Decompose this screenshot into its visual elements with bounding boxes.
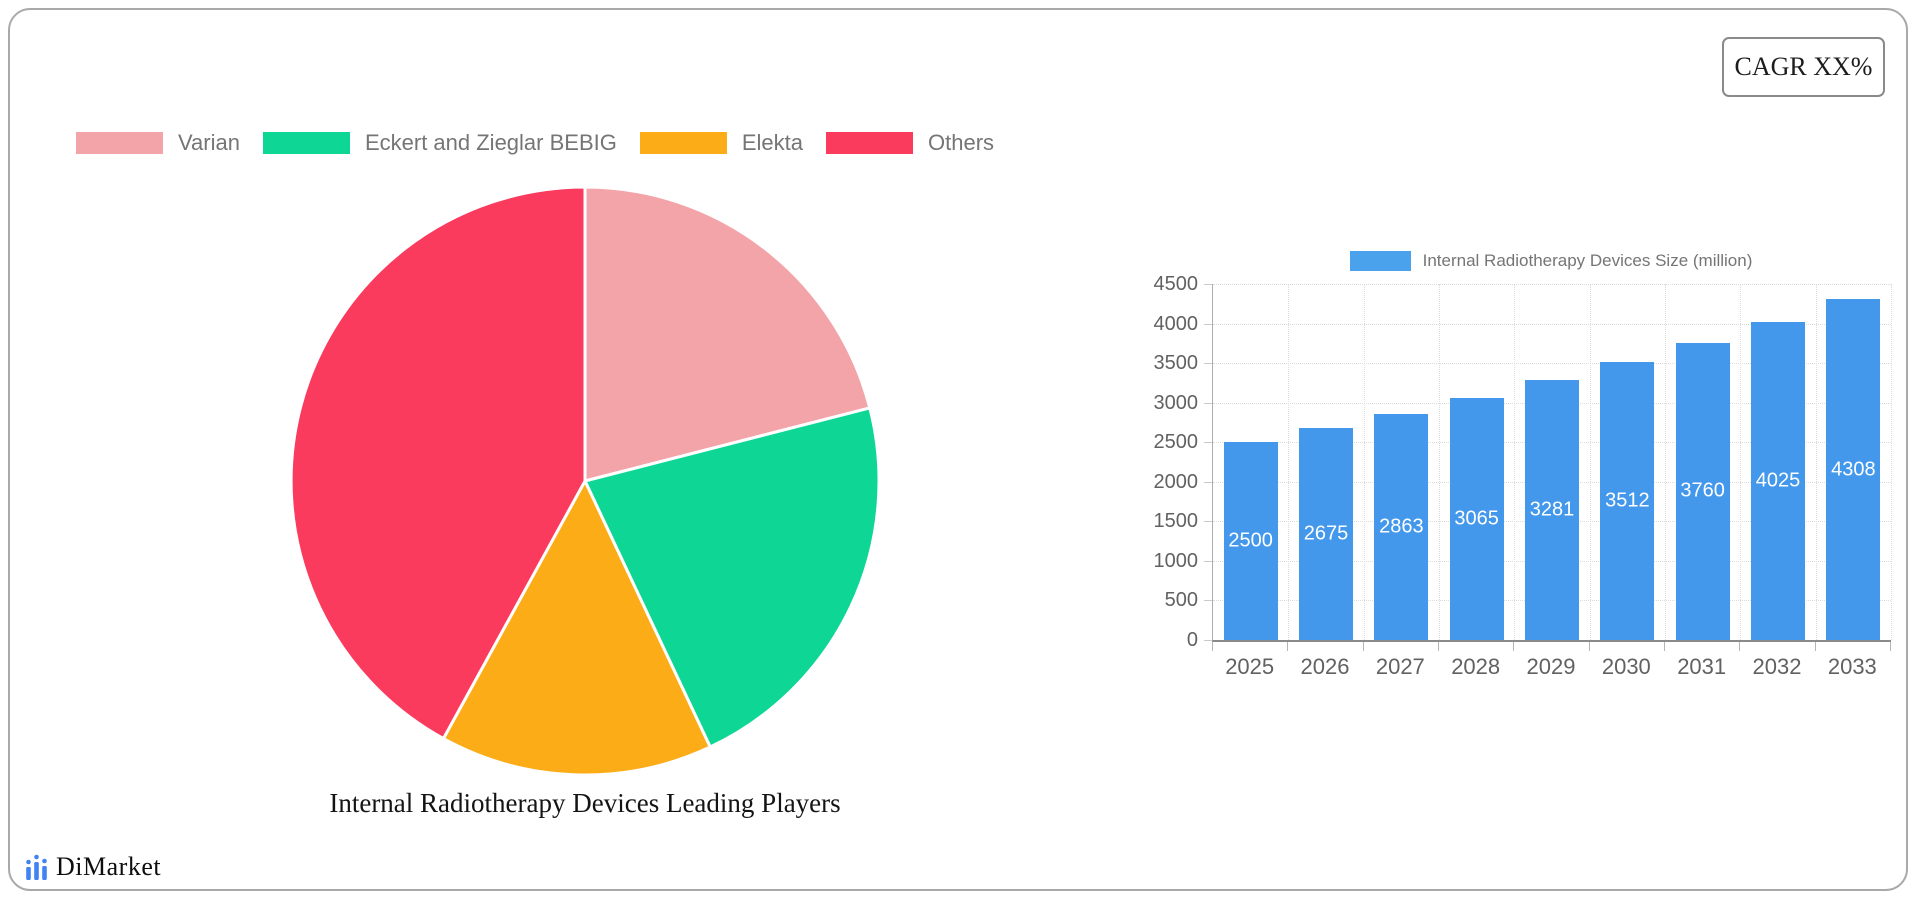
x-axis-tick-label: 2026: [1300, 654, 1350, 679]
gridline-vertical: [1439, 284, 1440, 640]
bar-value-label: 3760: [1680, 479, 1725, 502]
y-axis-tick-label: 4000: [1153, 312, 1199, 335]
pie-slice-eckert-and-zieglar-bebig[interactable]: [583, 406, 881, 749]
bar-legend-swatch: [1349, 251, 1411, 271]
pie-legend-item-eckert-and-zieglar-bebig[interactable]: Eckert and Zieglar BEBIG: [262, 130, 617, 156]
y-axis-tick-mark: [1204, 481, 1212, 483]
y-axis-tick-mark: [1204, 640, 1212, 641]
bar-legend-label: Internal Radiotherapy Devices Size (mill…: [1422, 251, 1753, 270]
pie-legend-item-varian[interactable]: Varian: [76, 130, 240, 156]
pie-legend-swatch-varian: [76, 132, 163, 154]
gridline-horizontal: [1213, 363, 1891, 365]
gridline-vertical: [1891, 284, 1892, 640]
x-axis-tick-label: 2027: [1375, 654, 1425, 679]
brand-name: DiMarket: [56, 852, 162, 881]
pie-legend-label: Eckert and Zieglar BEBIG: [364, 130, 617, 155]
pie-slice-others[interactable]: [289, 185, 587, 741]
bar-2032[interactable]: 4025: [1751, 321, 1805, 640]
x-axis-tick-mark: [1438, 642, 1439, 651]
gridline-horizontal: [1213, 323, 1891, 325]
pie-slice-varian[interactable]: [583, 185, 872, 483]
x-axis-tick-label: 2030: [1601, 654, 1651, 679]
pie-slice-elekta[interactable]: [441, 479, 712, 777]
pie-legend: Varian Eckert and Zieglar BEBIG Elekta Othe…: [76, 130, 994, 156]
x-axis-tick-label: 2025: [1225, 654, 1275, 679]
y-axis-tick-mark: [1204, 560, 1212, 562]
bar-2029[interactable]: 3281: [1525, 380, 1579, 640]
y-axis-tick-mark: [1204, 284, 1212, 285]
y-axis-tick-label: 3000: [1153, 391, 1199, 414]
bar-value-label: 3065: [1454, 507, 1499, 530]
bar-2026[interactable]: 2675: [1299, 428, 1353, 640]
x-axis-tick-mark: [1890, 642, 1891, 651]
pie-legend-item-elekta[interactable]: Elekta: [639, 130, 804, 156]
bar-2031[interactable]: 3760: [1675, 342, 1730, 640]
y-axis-tick-label: 0: [1186, 629, 1198, 651]
y-axis-tick-mark: [1204, 402, 1212, 404]
bar-chart-icon: [26, 854, 47, 880]
x-axis-tick-label: 2029: [1526, 654, 1576, 679]
pie-chart-title: Internal Radiotherapy Devices Leading Pl…: [329, 788, 841, 818]
y-axis-tick-mark: [1204, 363, 1212, 365]
y-axis-tick-mark: [1204, 521, 1212, 523]
x-axis-tick-mark: [1513, 642, 1515, 651]
y-axis-tick-label: 4500: [1153, 273, 1199, 295]
bar-2033[interactable]: 4308: [1826, 299, 1881, 640]
pie-legend-swatch-others: [826, 132, 914, 154]
gridline-vertical: [1363, 284, 1365, 640]
pie-legend-swatch-eckert-and-zieglar-bebig: [262, 132, 350, 154]
y-axis-tick-mark: [1204, 323, 1212, 325]
y-axis-tick-label: 2000: [1153, 470, 1199, 493]
bar-value-label: 4308: [1831, 458, 1876, 481]
y-axis-tick-label: 1000: [1153, 549, 1199, 572]
pie-legend-label: Others: [928, 130, 995, 155]
y-axis-tick-label: 2500: [1153, 431, 1199, 454]
bar-2025[interactable]: 2500: [1223, 442, 1278, 640]
x-axis-tick-mark: [1664, 642, 1665, 651]
brand-logo: DiMarket: [25, 852, 161, 882]
bar-value-label: 4025: [1755, 469, 1801, 492]
y-axis-tick-label: 500: [1164, 589, 1198, 612]
gridline-vertical: [1665, 284, 1666, 640]
x-axis-tick-mark: [1739, 642, 1741, 651]
x-axis-tick-mark: [1287, 642, 1289, 651]
y-axis-tick-label: 3500: [1153, 352, 1199, 375]
pie-legend-label: Elekta: [741, 130, 804, 155]
x-axis-tick-mark: [1814, 642, 1816, 651]
gridline-vertical: [1288, 284, 1290, 640]
x-axis-tick-label: 2032: [1752, 654, 1802, 679]
bar-value-label: 3281: [1529, 498, 1575, 521]
bar-value-label: 3512: [1605, 489, 1650, 512]
gridline-vertical: [1589, 284, 1591, 640]
cagr-badge: CAGR XX%: [1722, 37, 1885, 97]
y-axis-tick-label: 1500: [1153, 510, 1199, 533]
pie-chart[interactable]: [288, 184, 882, 778]
pie-legend-label: Varian: [178, 130, 240, 155]
gridline-horizontal: [1213, 284, 1891, 285]
bar-2028[interactable]: 3065: [1449, 397, 1504, 640]
y-axis-tick-mark: [1204, 600, 1212, 602]
y-axis-tick-mark: [1204, 442, 1212, 444]
bar-chart-legend[interactable]: Internal Radiotherapy Devices Size (mill…: [1212, 250, 1890, 272]
bar-2030[interactable]: 3512: [1600, 362, 1655, 640]
bar-value-label: 2863: [1379, 515, 1424, 538]
x-axis-tick-label: 2028: [1451, 654, 1501, 679]
gridline-vertical: [1740, 284, 1742, 640]
gridline-vertical: [1514, 284, 1516, 640]
x-axis-tick-mark: [1588, 642, 1590, 651]
gridline-vertical: [1815, 284, 1817, 640]
bar-2027[interactable]: 2863: [1374, 413, 1429, 640]
bar-chart-plot-area[interactable]: 2500 2675 2863 3065 3281 3512 3760 4025 4308: [1212, 284, 1892, 642]
bar-value-label: 2675: [1303, 522, 1349, 545]
x-axis-tick-label: 2033: [1827, 654, 1877, 679]
pie-legend-swatch-elekta: [639, 132, 727, 154]
pie-legend-item-others[interactable]: Others: [826, 130, 994, 156]
bar-value-label: 2500: [1228, 529, 1273, 552]
x-axis-tick-label: 2031: [1677, 654, 1727, 679]
cagr-badge-label: CAGR XX%: [1734, 52, 1873, 81]
x-axis-tick-mark: [1362, 642, 1364, 651]
x-axis-tick-mark: [1212, 642, 1213, 651]
